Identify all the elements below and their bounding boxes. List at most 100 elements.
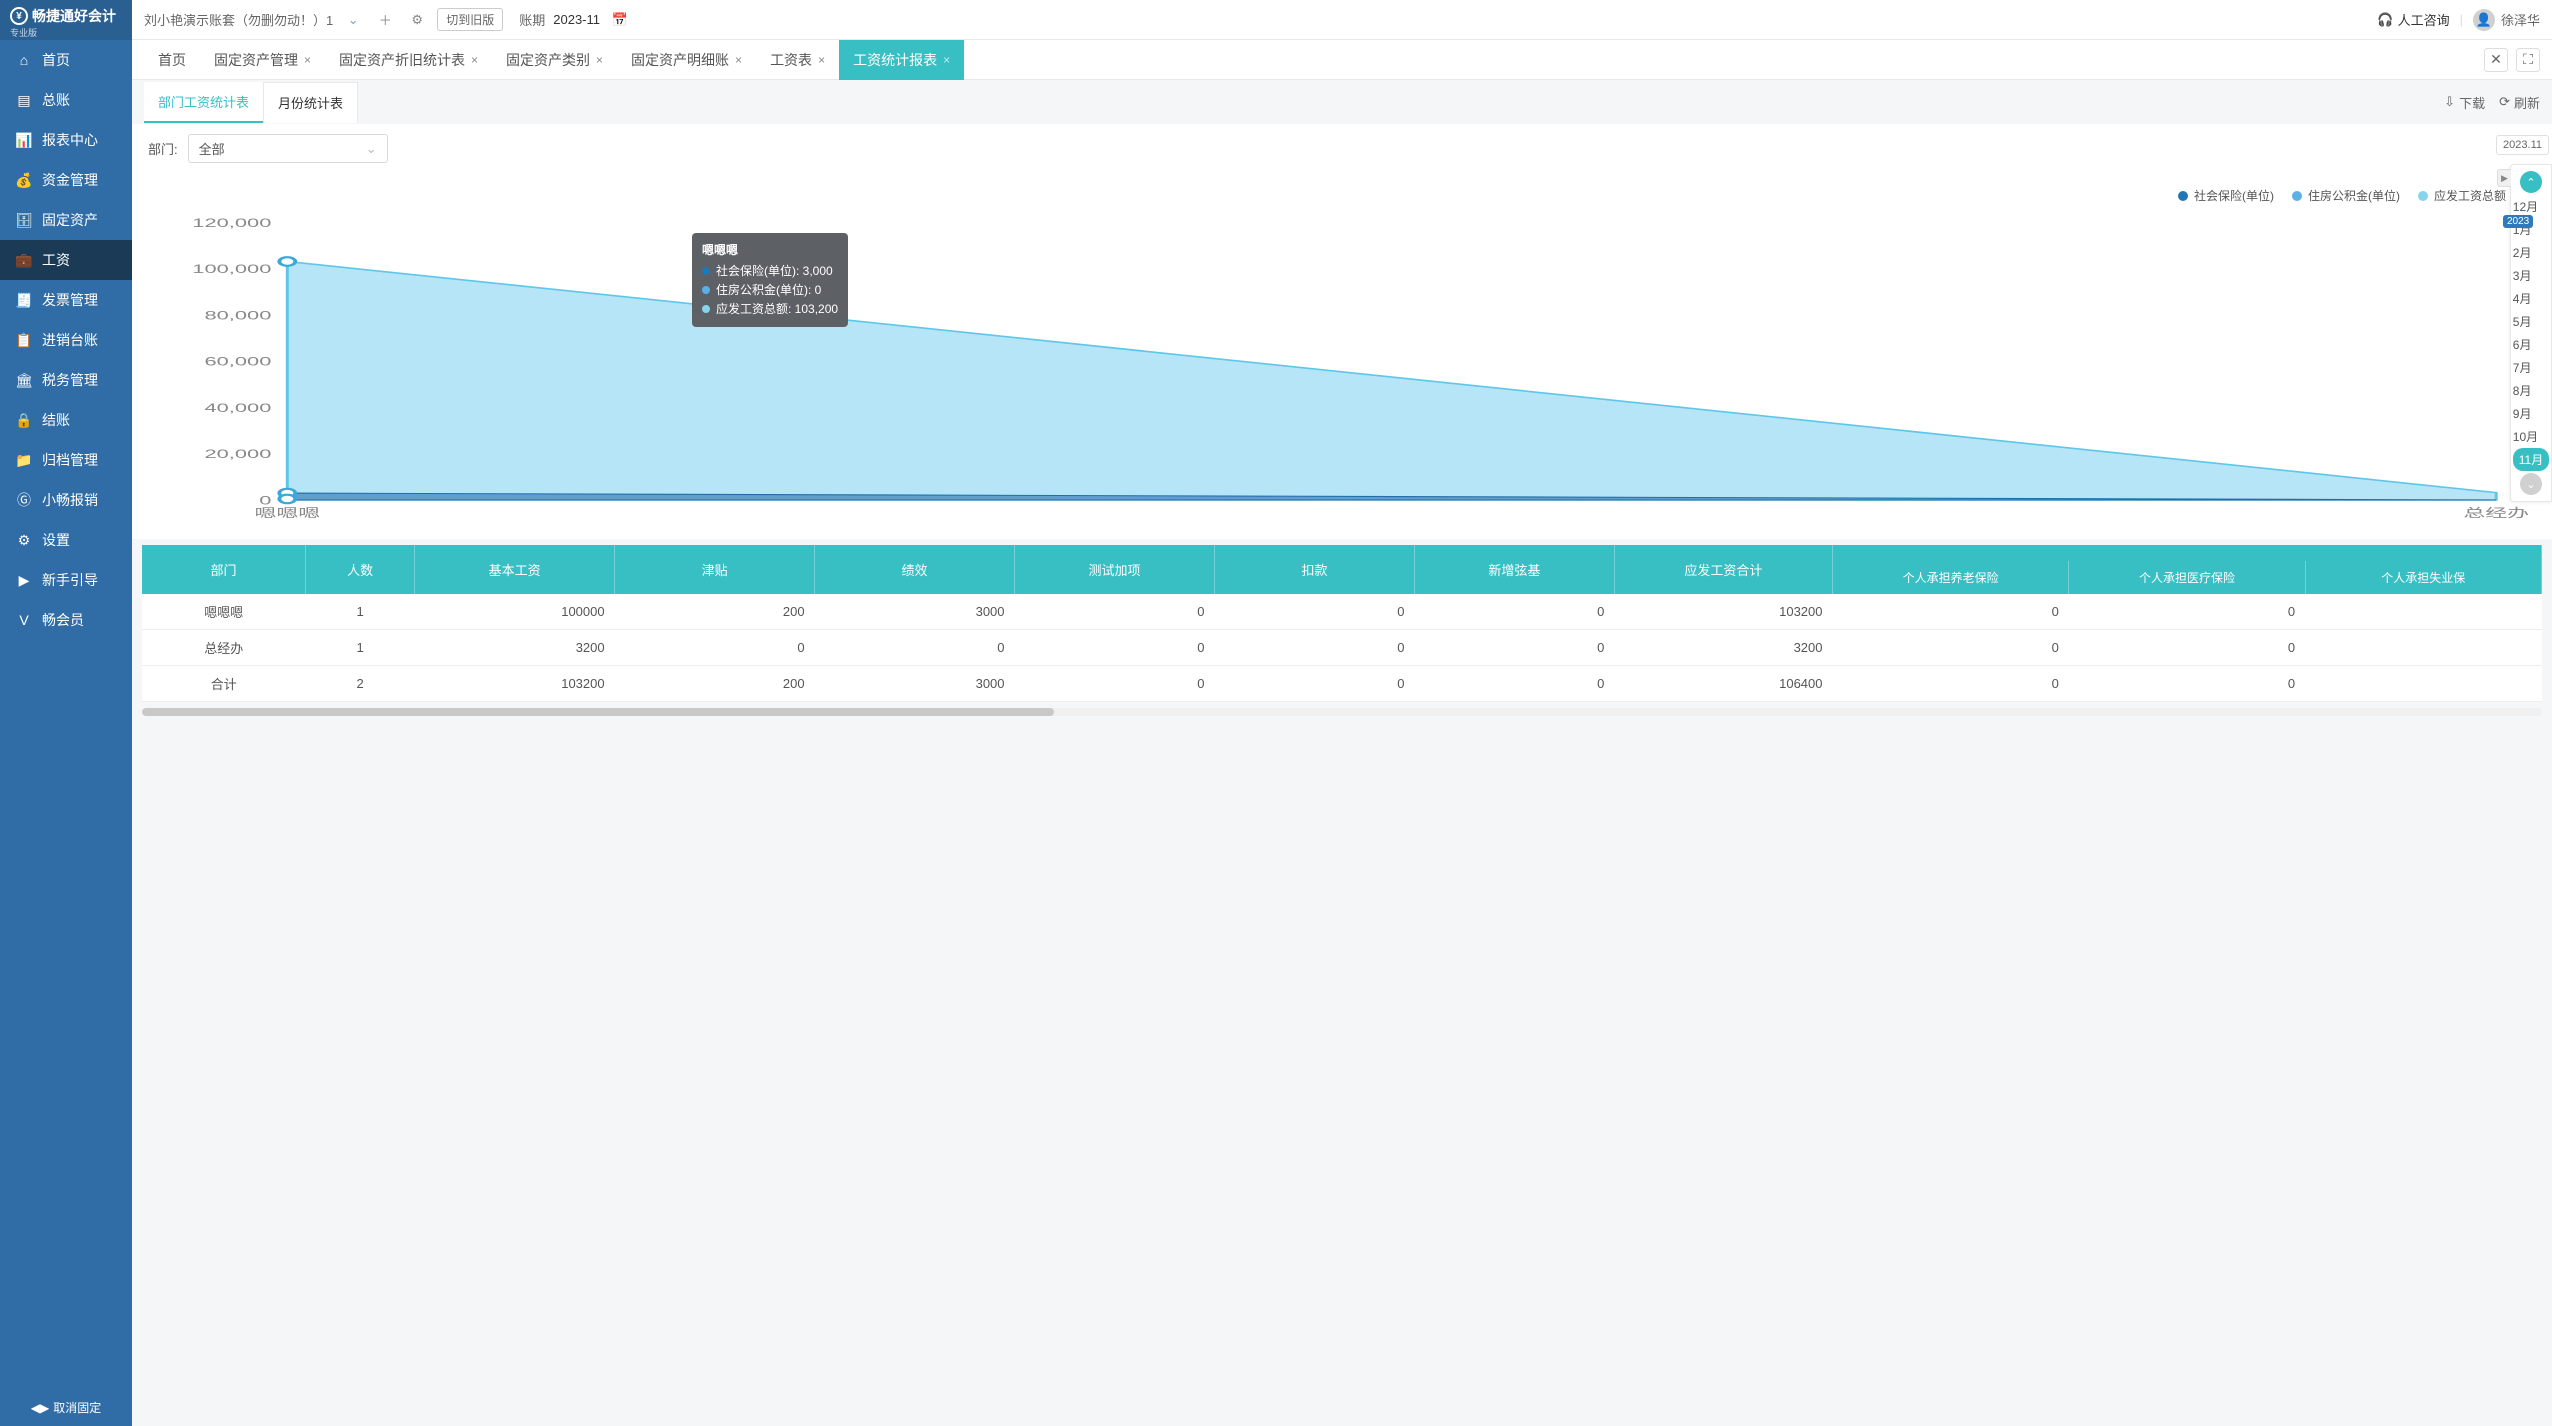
page-tabs: 首页固定资产管理×固定资产折旧统计表×固定资产类别×固定资产明细账×工资表×工资… bbox=[132, 40, 2552, 80]
rail-month[interactable]: 4月 bbox=[2513, 287, 2549, 310]
download-icon: ⇩ bbox=[2444, 94, 2455, 110]
topbar: 刘小艳演示账套（勿删勿动！）1 ⌄ ＋ ⚙ 切到旧版 账期 2023-11 📅 … bbox=[132, 0, 2552, 40]
rail-month[interactable]: 6月 bbox=[2513, 333, 2549, 356]
subtab-1[interactable]: 月份统计表 bbox=[263, 82, 358, 123]
fund-icon: 💰 bbox=[16, 172, 32, 188]
svg-text:60,000: 60,000 bbox=[204, 355, 271, 368]
tab-close-icon[interactable]: × bbox=[818, 53, 825, 67]
svg-text:0: 0 bbox=[259, 494, 271, 507]
th-3: 津贴 bbox=[615, 545, 815, 594]
sidebar-item-0[interactable]: ⌂首页 bbox=[0, 40, 132, 80]
sidebar-item-10[interactable]: 📁归档管理 bbox=[0, 440, 132, 480]
archive-icon: 📁 bbox=[16, 452, 32, 468]
svg-text:嗯嗯嗯: 嗯嗯嗯 bbox=[254, 506, 320, 519]
filter-bar: 部门: 全部 ⌄ bbox=[132, 124, 2552, 173]
sidebar-item-14[interactable]: V畅会员 bbox=[0, 600, 132, 640]
svg-text:总经办: 总经办 bbox=[2463, 506, 2529, 519]
brand-name: 畅捷通好会计 bbox=[32, 6, 116, 26]
tab-2[interactable]: 固定资产折旧统计表× bbox=[325, 40, 492, 80]
tab-4[interactable]: 固定资产明细账× bbox=[617, 40, 756, 80]
sidebar-item-4[interactable]: 🗄固定资产 bbox=[0, 200, 132, 240]
legend-dot-icon bbox=[2292, 191, 2302, 201]
fullscreen-button[interactable]: ⛶ bbox=[2516, 48, 2540, 72]
vip-icon: V bbox=[16, 612, 32, 628]
subtab-0[interactable]: 部门工资统计表 bbox=[144, 82, 263, 123]
sidebar-item-3[interactable]: 💰资金管理 bbox=[0, 160, 132, 200]
legend-item[interactable]: 住房公积金(单位) bbox=[2292, 187, 2400, 204]
download-button[interactable]: ⇩ 下载 bbox=[2444, 93, 2485, 112]
tab-close-icon[interactable]: × bbox=[735, 53, 742, 67]
sidebar-item-13[interactable]: ▶新手引导 bbox=[0, 560, 132, 600]
legend-item[interactable]: 应发工资总额 bbox=[2418, 187, 2506, 204]
sidebar-item-12[interactable]: ⚙设置 bbox=[0, 520, 132, 560]
sidebar-nav: ⌂首页▤总账📊报表中心💰资金管理🗄固定资产💼工资🧾发票管理📋进销台账🏛税务管理🔒… bbox=[0, 40, 132, 1389]
horizontal-scrollbar[interactable] bbox=[142, 708, 2542, 716]
rail-scroll-down[interactable]: ⌄ bbox=[2520, 473, 2542, 495]
dept-filter-label: 部门: bbox=[148, 139, 178, 158]
tab-close-icon[interactable]: × bbox=[471, 53, 478, 67]
switch-old-button[interactable]: 切到旧版 bbox=[437, 8, 503, 31]
tab-0[interactable]: 首页 bbox=[144, 40, 200, 80]
sidebar-item-6[interactable]: 🧾发票管理 bbox=[0, 280, 132, 320]
report-icon: 📊 bbox=[16, 132, 32, 148]
sidebar-item-8[interactable]: 🏛税务管理 bbox=[0, 360, 132, 400]
tab-5[interactable]: 工资表× bbox=[756, 40, 839, 80]
sidebar-item-2[interactable]: 📊报表中心 bbox=[0, 120, 132, 160]
th-8: 应发工资合计 bbox=[1614, 545, 1832, 594]
dept-select[interactable]: 全部 ⌄ bbox=[188, 134, 388, 163]
salary-icon: 💼 bbox=[16, 252, 32, 268]
rail-month[interactable]: 3月 bbox=[2513, 264, 2549, 287]
consult-button[interactable]: 🎧 人工咨询 bbox=[2377, 10, 2449, 29]
tab-3[interactable]: 固定资产类别× bbox=[492, 40, 617, 80]
sidebar-item-9[interactable]: 🔒结账 bbox=[0, 400, 132, 440]
th-sub-2: 个人承担失业保 bbox=[2305, 561, 2541, 594]
tab-close-icon[interactable]: × bbox=[943, 53, 950, 67]
rail-month[interactable]: 5月 bbox=[2513, 310, 2549, 333]
user-name: 徐泽华 bbox=[2501, 10, 2540, 29]
close-icon: 🔒 bbox=[16, 412, 32, 428]
tab-close-icon[interactable]: × bbox=[596, 53, 603, 67]
subtabs: 部门工资统计表月份统计表 ⇩ 下载 ⟳ 刷新 bbox=[132, 80, 2552, 124]
invoice-icon: 🧾 bbox=[16, 292, 32, 308]
period-value: 2023-11 bbox=[553, 12, 600, 27]
tab-close-icon[interactable]: × bbox=[304, 53, 311, 67]
refresh-button[interactable]: ⟳ 刷新 bbox=[2499, 93, 2540, 112]
legend-item[interactable]: 社会保险(单位) bbox=[2178, 187, 2274, 204]
th-2: 基本工资 bbox=[415, 545, 615, 594]
sidebar-unpin[interactable]: ◀▶ 取消固定 bbox=[0, 1389, 132, 1426]
calendar-icon[interactable]: 📅 bbox=[608, 8, 632, 32]
chevron-down-icon: ⌄ bbox=[366, 141, 377, 157]
user-menu[interactable]: 👤 徐泽华 bbox=[2473, 9, 2540, 31]
close-tab-button[interactable]: ✕ bbox=[2484, 48, 2508, 72]
rail-collapse-icon[interactable]: ▶ bbox=[2497, 169, 2511, 187]
rail-month[interactable]: 10月 bbox=[2513, 425, 2549, 448]
rail-month[interactable]: 8月 bbox=[2513, 379, 2549, 402]
sidebar: ¥ 畅捷通好会计 专业版 ⌂首页▤总账📊报表中心💰资金管理🗄固定资产💼工资🧾发票… bbox=[0, 0, 132, 1426]
sidebar-item-5[interactable]: 💼工资 bbox=[0, 240, 132, 280]
svg-text:100,000: 100,000 bbox=[192, 262, 271, 275]
tax-icon: 🏛 bbox=[16, 372, 32, 388]
rail-month[interactable]: 11月 bbox=[2513, 448, 2549, 471]
sidebar-item-11[interactable]: Ⓖ小畅报销 bbox=[0, 480, 132, 520]
asset-icon: 🗄 bbox=[16, 212, 32, 228]
avatar-icon: 👤 bbox=[2473, 9, 2495, 31]
tab-1[interactable]: 固定资产管理× bbox=[200, 40, 325, 80]
scrollbar-thumb[interactable] bbox=[142, 708, 1054, 716]
sidebar-item-1[interactable]: ▤总账 bbox=[0, 80, 132, 120]
svg-text:20,000: 20,000 bbox=[204, 447, 271, 460]
tab-6[interactable]: 工资统计报表× bbox=[839, 40, 964, 80]
sidebar-item-7[interactable]: 📋进销台账 bbox=[0, 320, 132, 360]
brand-logo: ¥ 畅捷通好会计 专业版 bbox=[0, 0, 132, 40]
salary-table: 部门人数基本工资津贴绩效测试加项扣款新增弦基应发工资合计个人承担养老保险个人承担… bbox=[142, 545, 2542, 702]
account-settings-icon[interactable]: ⚙ bbox=[405, 8, 429, 32]
rail-month[interactable]: 2月 bbox=[2513, 241, 2549, 264]
guide-icon: ▶ bbox=[16, 572, 32, 588]
add-account-icon[interactable]: ＋ bbox=[373, 8, 397, 32]
th-group bbox=[1833, 545, 2542, 561]
th-1: 人数 bbox=[306, 545, 415, 594]
rail-month[interactable]: 7月 bbox=[2513, 356, 2549, 379]
rail-month[interactable]: 9月 bbox=[2513, 402, 2549, 425]
rail-scroll-up[interactable]: ⌃ bbox=[2520, 171, 2542, 193]
ledger-icon: ▤ bbox=[16, 92, 32, 108]
account-dropdown-icon[interactable]: ⌄ bbox=[341, 8, 365, 32]
